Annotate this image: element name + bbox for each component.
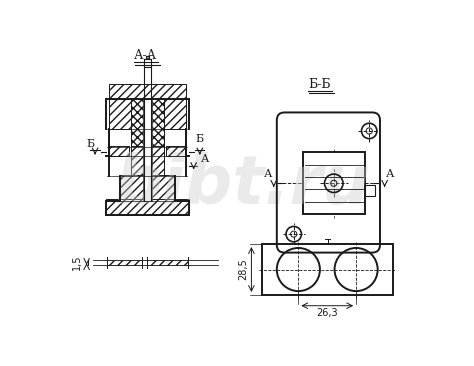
Text: Б-Б: Б-Б — [309, 78, 331, 91]
Bar — [365, 185, 375, 195]
Bar — [164, 99, 186, 128]
Bar — [120, 175, 175, 201]
Bar — [109, 84, 186, 101]
Bar — [143, 99, 152, 201]
Text: А-А: А-А — [134, 49, 157, 62]
Bar — [130, 99, 164, 147]
Bar — [262, 244, 393, 295]
Text: 1,5: 1,5 — [72, 255, 82, 270]
Bar — [107, 259, 142, 265]
Bar — [303, 153, 365, 214]
Bar — [130, 146, 164, 176]
Bar — [109, 99, 130, 128]
Bar — [106, 199, 189, 215]
Bar — [109, 146, 129, 156]
Text: 28,5: 28,5 — [238, 259, 248, 280]
Text: А: А — [201, 154, 210, 164]
Text: А: А — [386, 169, 394, 179]
Bar — [146, 259, 188, 265]
Text: Б: Б — [196, 134, 204, 145]
Bar — [130, 99, 164, 147]
Text: А: А — [264, 169, 272, 179]
Text: Б: Б — [86, 139, 94, 149]
Bar — [130, 99, 164, 147]
Text: bibt.ru: bibt.ru — [115, 152, 371, 218]
Text: 26,3: 26,3 — [317, 308, 338, 318]
Bar — [166, 146, 186, 156]
